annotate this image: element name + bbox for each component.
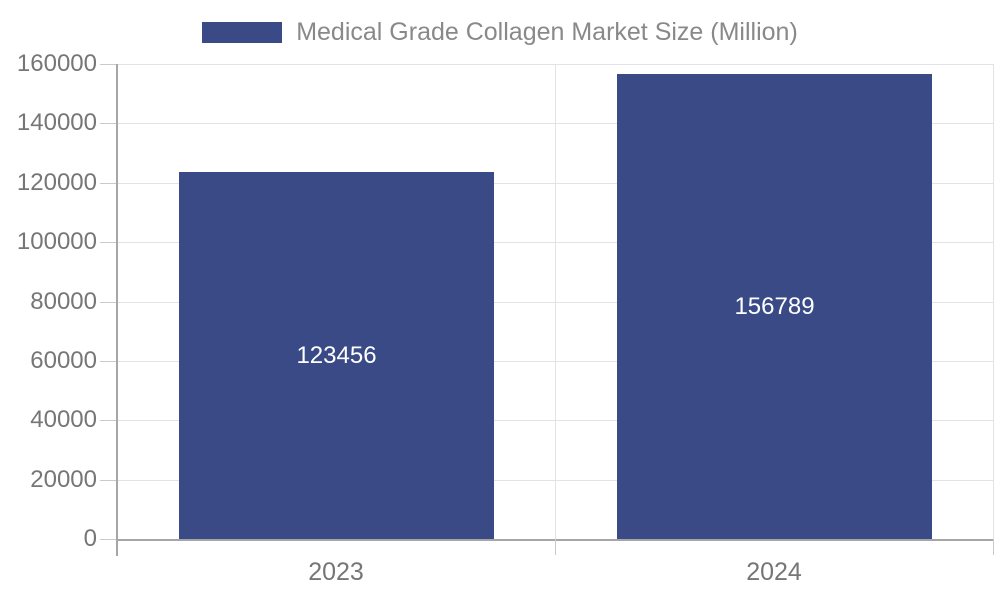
- x-axis-tick: [555, 539, 556, 555]
- y-tick-label: 40000: [30, 406, 97, 433]
- y-tick-label: 0: [83, 525, 97, 552]
- y-tick-label: 60000: [30, 347, 97, 374]
- bar-value-label: 156789: [734, 293, 815, 320]
- bar[interactable]: [179, 172, 494, 539]
- y-tick-label: 160000: [16, 50, 97, 77]
- bar[interactable]: [617, 74, 932, 539]
- y-tick-label: 20000: [30, 466, 97, 493]
- y-axis-tick: [100, 539, 117, 540]
- y-tick-label: 140000: [16, 109, 97, 136]
- legend-swatch[interactable]: [202, 21, 283, 43]
- y-tick-label: 100000: [16, 228, 97, 255]
- bar-value-label: 123456: [296, 342, 377, 369]
- plot-right-border: [993, 64, 994, 539]
- chart-legend[interactable]: Medical Grade Collagen Market Size (Mill…: [0, 17, 1000, 47]
- y-axis-tick: [100, 64, 117, 65]
- y-axis-line: [116, 64, 118, 556]
- x-axis-label: 2024: [746, 558, 802, 586]
- y-axis-tick: [100, 123, 117, 124]
- y-axis-tick: [100, 242, 117, 243]
- y-axis-tick: [100, 420, 117, 421]
- x-axis-label: 2023: [308, 558, 364, 586]
- y-tick-label: 120000: [16, 169, 97, 196]
- legend-label[interactable]: Medical Grade Collagen Market Size (Mill…: [296, 17, 798, 46]
- vertical-gridline: [555, 64, 556, 539]
- y-axis-tick: [100, 480, 117, 481]
- y-axis-tick: [100, 183, 117, 184]
- x-axis-tick: [993, 539, 994, 555]
- y-tick-label: 80000: [30, 288, 97, 315]
- y-axis-tick: [100, 302, 117, 303]
- y-axis-tick: [100, 361, 117, 362]
